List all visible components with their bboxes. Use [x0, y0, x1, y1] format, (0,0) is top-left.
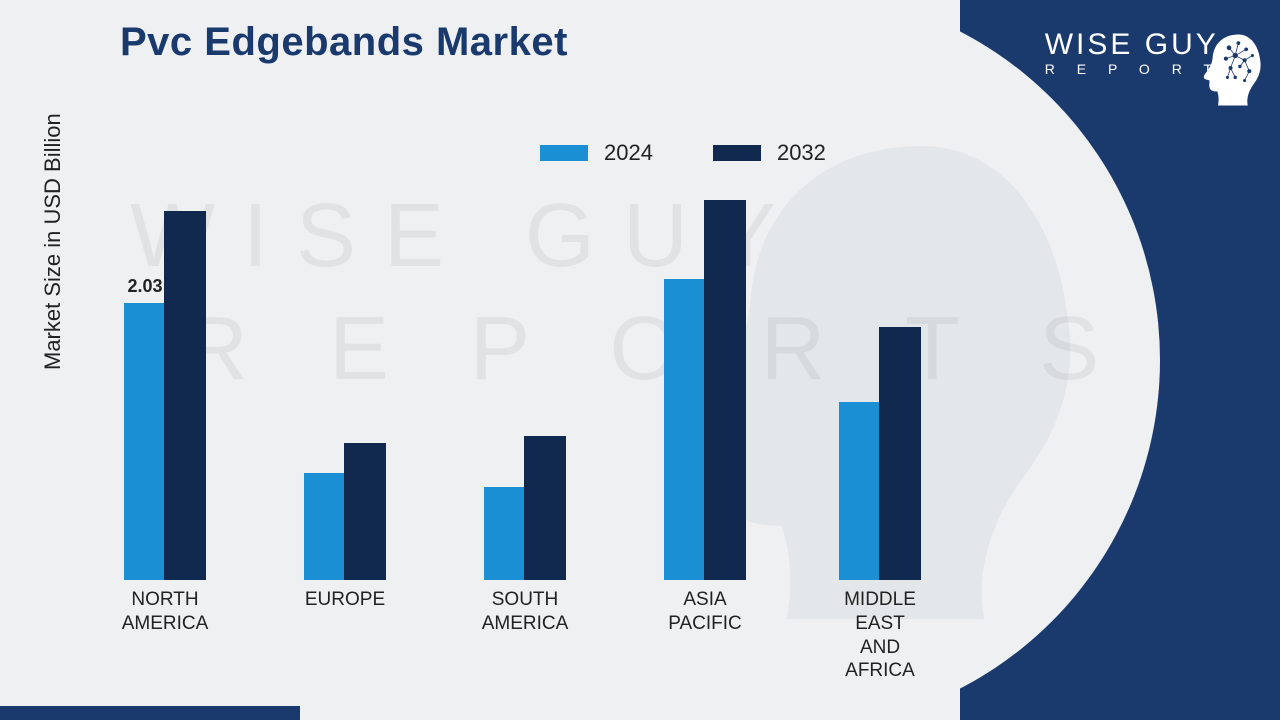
bar [704, 200, 746, 580]
x-axis-label: EUROPE [260, 588, 430, 612]
bottom-accent-bar [0, 706, 300, 720]
legend-item-2032: 2032 [713, 140, 826, 166]
bar-chart: 2.03 [100, 170, 980, 580]
bar-group [280, 170, 410, 580]
bar-value-label: 2.03 [127, 276, 162, 297]
legend-swatch-2024 [540, 145, 588, 161]
bar [879, 327, 921, 580]
x-axis-label: SOUTH AMERICA [440, 588, 610, 636]
y-axis-label: Market Size in USD Billion [40, 113, 66, 370]
bar [484, 487, 526, 580]
bar [124, 303, 166, 580]
bar [304, 473, 346, 580]
bar-group [460, 170, 590, 580]
legend-label-2024: 2024 [604, 140, 653, 166]
legend: 2024 2032 [540, 140, 826, 166]
brand-head-icon [1190, 32, 1268, 122]
bar [839, 402, 881, 580]
legend-swatch-2032 [713, 145, 761, 161]
legend-label-2032: 2032 [777, 140, 826, 166]
bar-group [640, 170, 770, 580]
x-axis-label: ASIA PACIFIC [620, 588, 790, 636]
bar [344, 443, 386, 580]
x-axis-label: NORTH AMERICA [80, 588, 250, 636]
bar-group: 2.03 [100, 170, 230, 580]
bar [524, 436, 566, 580]
bar [164, 211, 206, 580]
bar-group [815, 170, 945, 580]
x-axis-label: MIDDLE EAST AND AFRICA [795, 588, 965, 683]
legend-item-2024: 2024 [540, 140, 653, 166]
chart-title: Pvc Edgebands Market [120, 20, 568, 65]
bar [664, 279, 706, 580]
